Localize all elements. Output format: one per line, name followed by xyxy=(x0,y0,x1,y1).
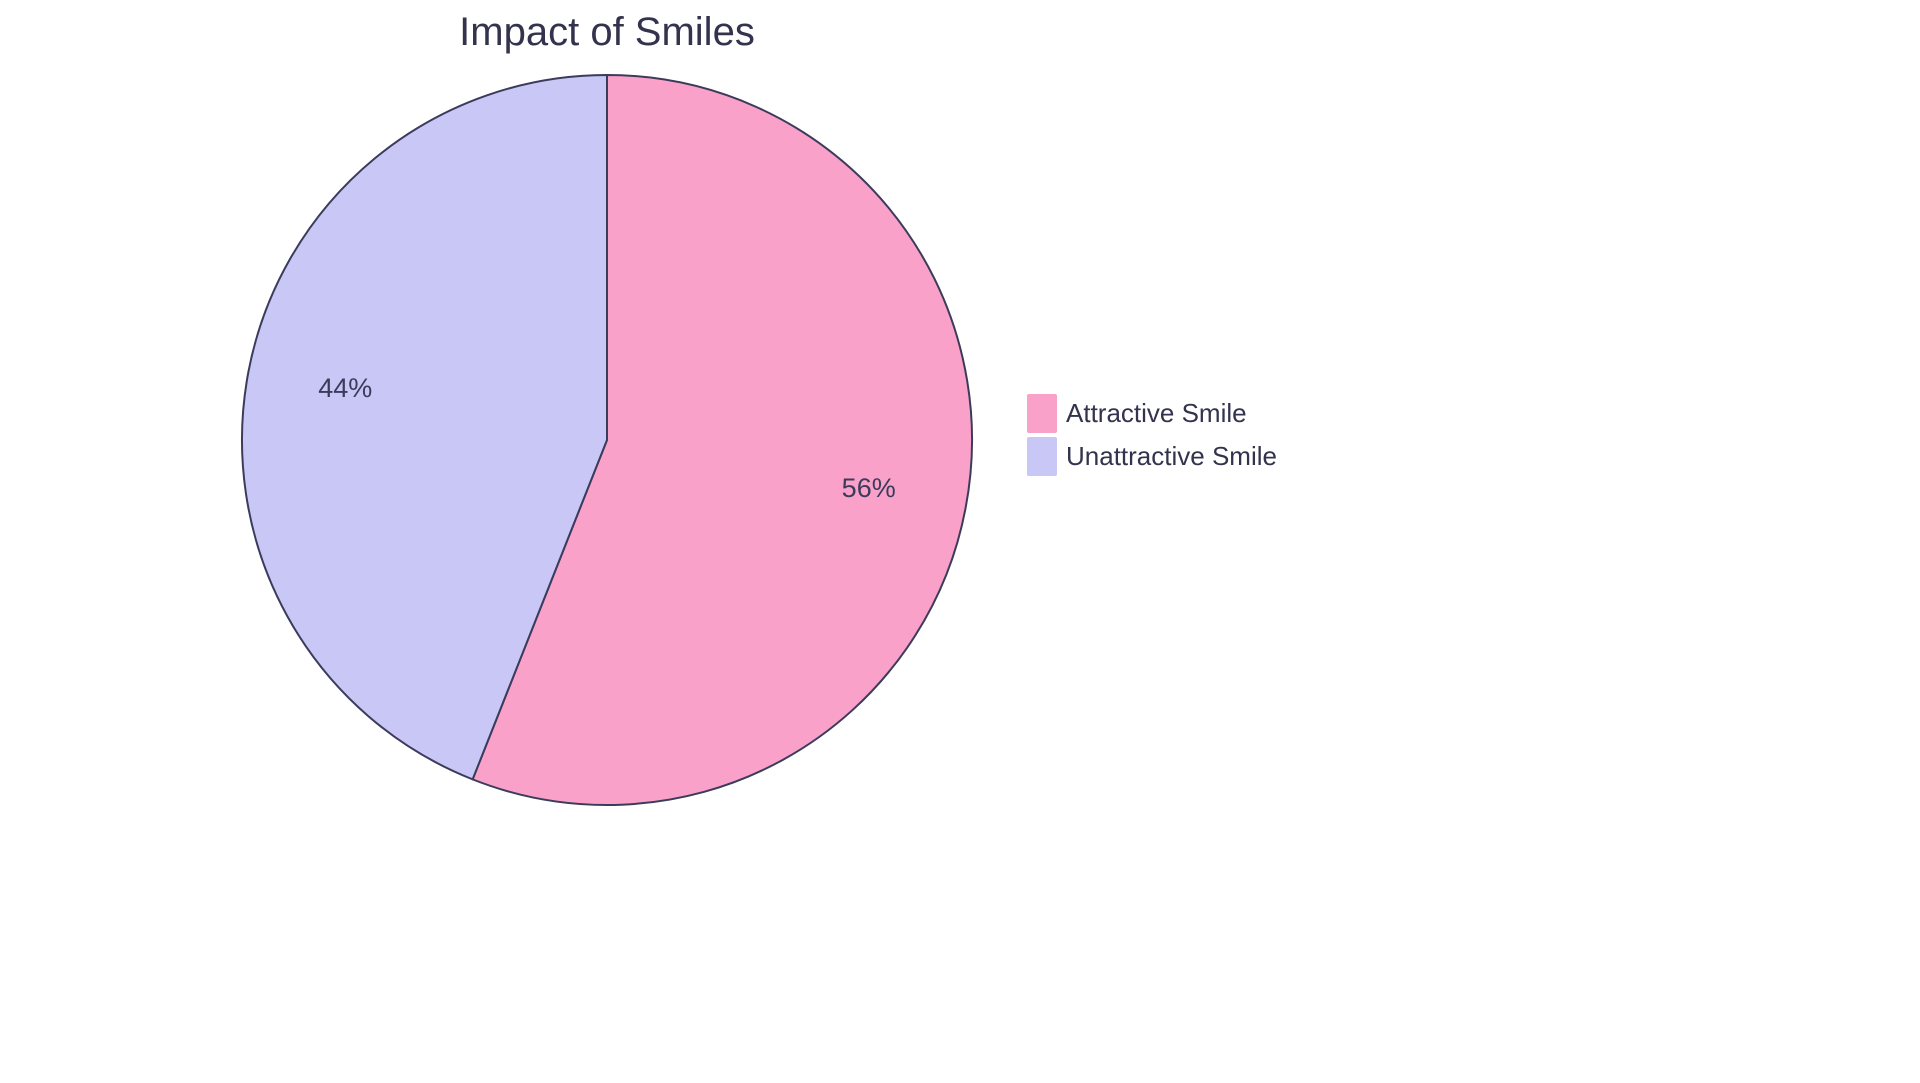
legend-label-attractive-smile: Attractive Smile xyxy=(1066,398,1247,428)
legend-label-unattractive-smile: Unattractive Smile xyxy=(1066,441,1277,471)
pie-slice-unattractive-smile xyxy=(241,74,608,781)
legend-swatch-unattractive-smile xyxy=(1027,437,1057,476)
pie-slice-attractive-smile xyxy=(471,74,973,806)
pie-slice-label-unattractive-smile: 44% xyxy=(318,373,372,403)
legend-item-unattractive-smile: Unattractive Smile xyxy=(1027,437,1277,476)
legend-item-attractive-smile: Attractive Smile xyxy=(1027,394,1277,433)
chart-title: Impact of Smiles xyxy=(459,10,755,54)
legend: Attractive Smile Unattractive Smile xyxy=(1027,394,1277,476)
legend-swatch-attractive-smile xyxy=(1027,394,1057,433)
pie-slice-label-attractive-smile: 56% xyxy=(842,473,896,503)
